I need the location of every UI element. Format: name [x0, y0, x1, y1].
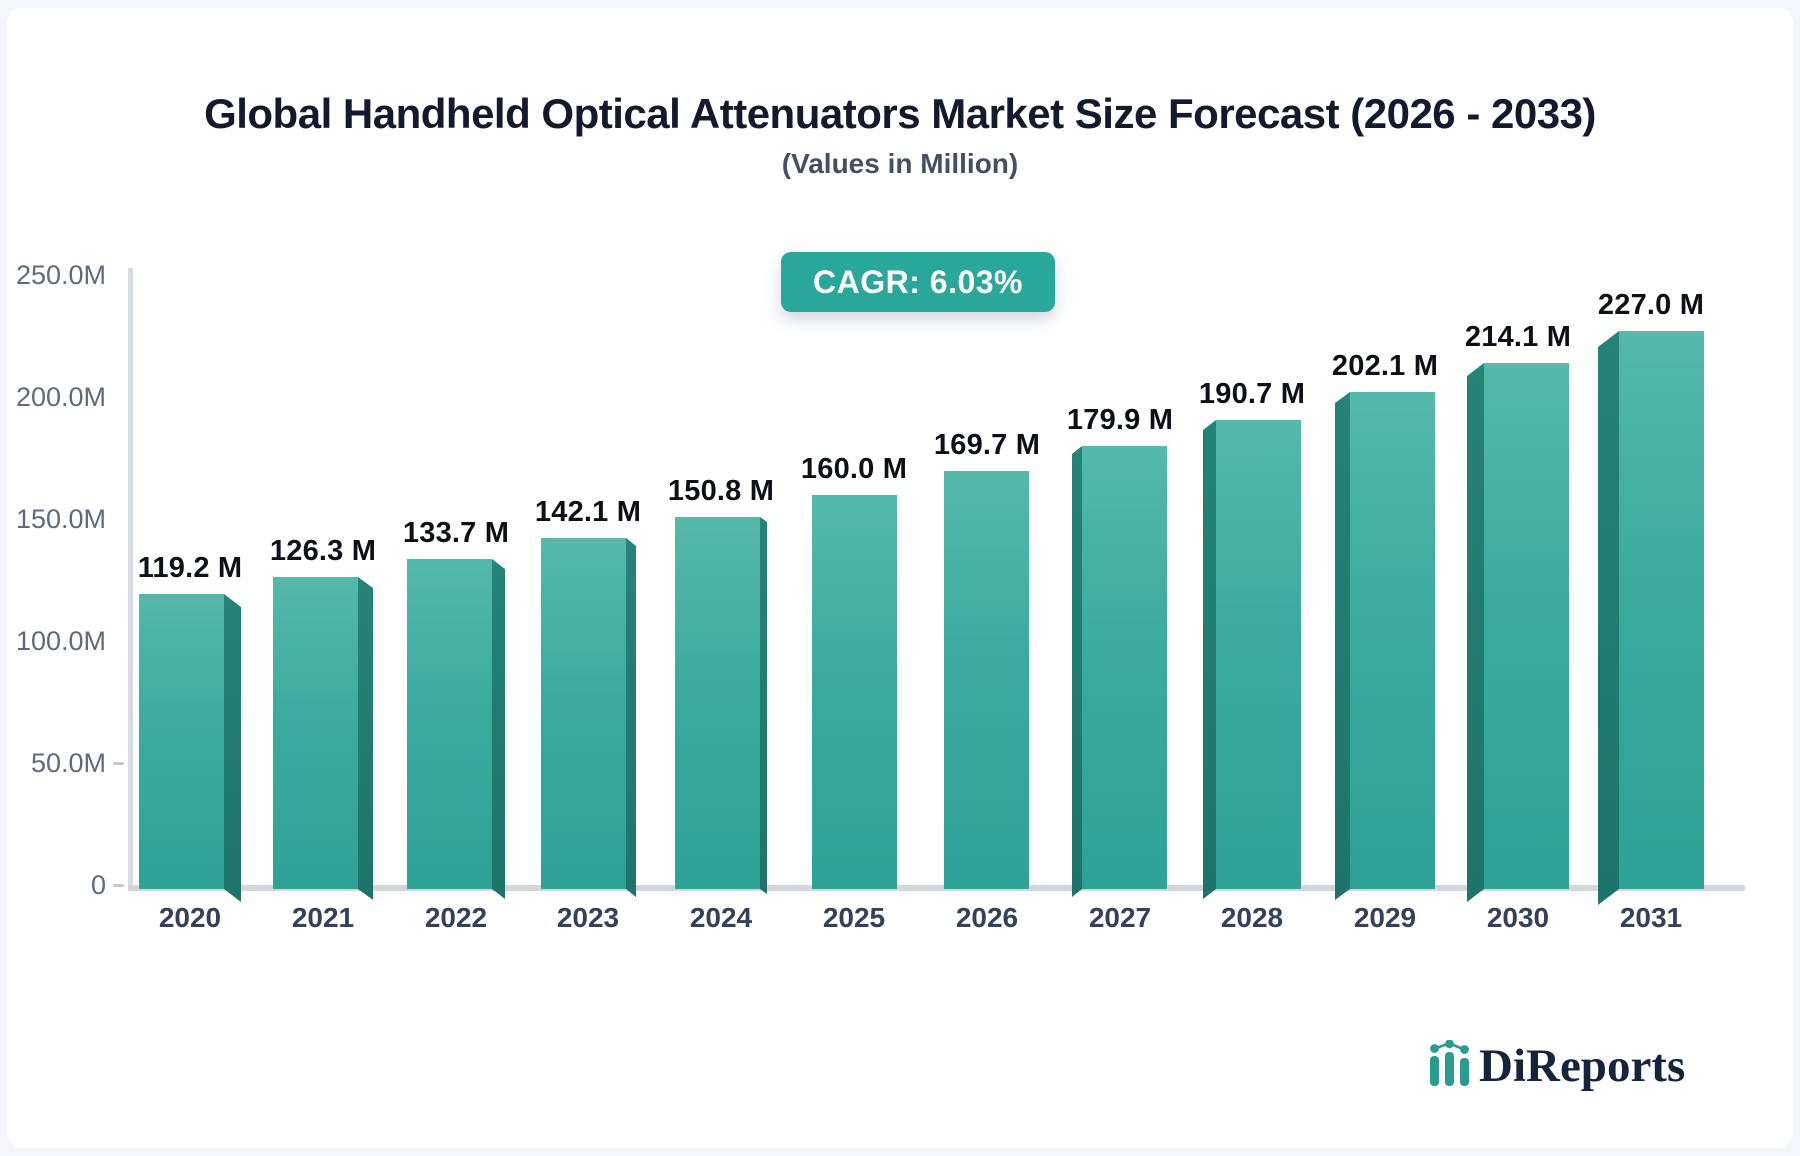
- chart-subtitle: (Values in Million): [781, 148, 1019, 179]
- mini-bar-chart-icon: [1430, 1040, 1469, 1086]
- chart-title: Global Handheld Optical Attenuators Mark…: [204, 90, 1596, 137]
- brand-logo: DiReports: [1428, 1040, 1685, 1100]
- cagr-badge: CAGR: 6.03%: [781, 252, 1055, 312]
- brand-name: DiReports: [1479, 1040, 1686, 1092]
